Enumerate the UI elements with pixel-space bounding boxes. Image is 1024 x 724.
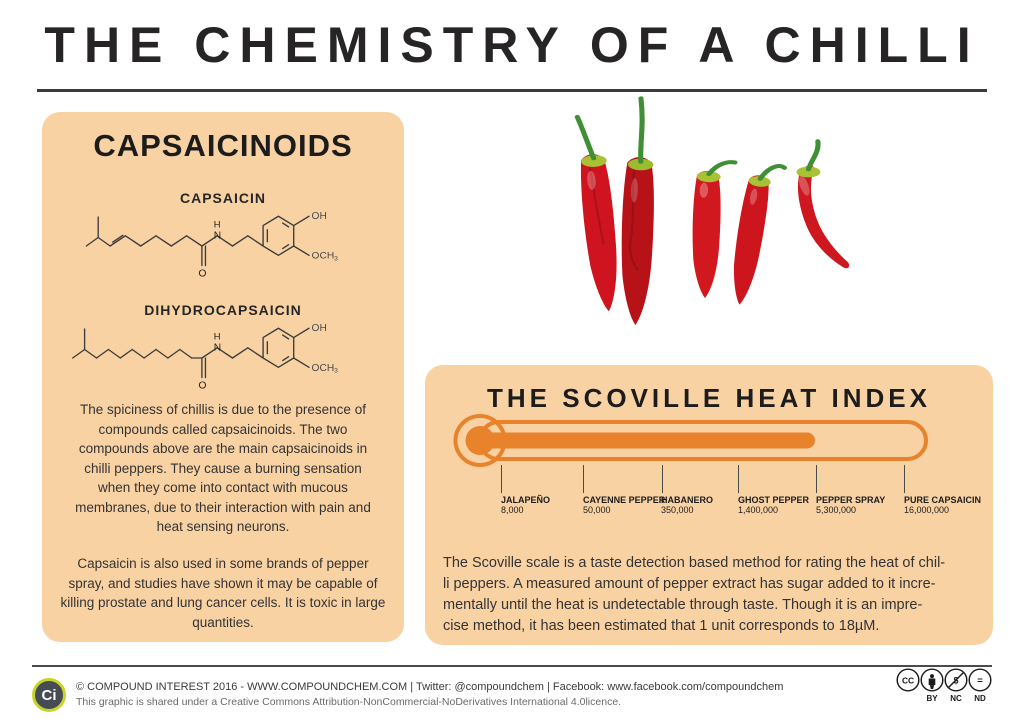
svg-text:=: = <box>977 676 983 687</box>
svg-text:H: H <box>214 219 221 229</box>
svg-text:OH: OH <box>312 324 327 334</box>
svg-text:OCH3: OCH3 <box>312 363 339 375</box>
svg-text:N: N <box>214 342 221 353</box>
svg-text:OCH3: OCH3 <box>312 251 339 263</box>
svg-text:CC: CC <box>902 676 914 686</box>
svg-text:H: H <box>214 331 221 341</box>
svg-text:O: O <box>198 381 206 392</box>
svg-text:N: N <box>214 230 221 241</box>
svg-text:OH: OH <box>312 212 327 222</box>
svg-text:O: O <box>198 269 206 280</box>
